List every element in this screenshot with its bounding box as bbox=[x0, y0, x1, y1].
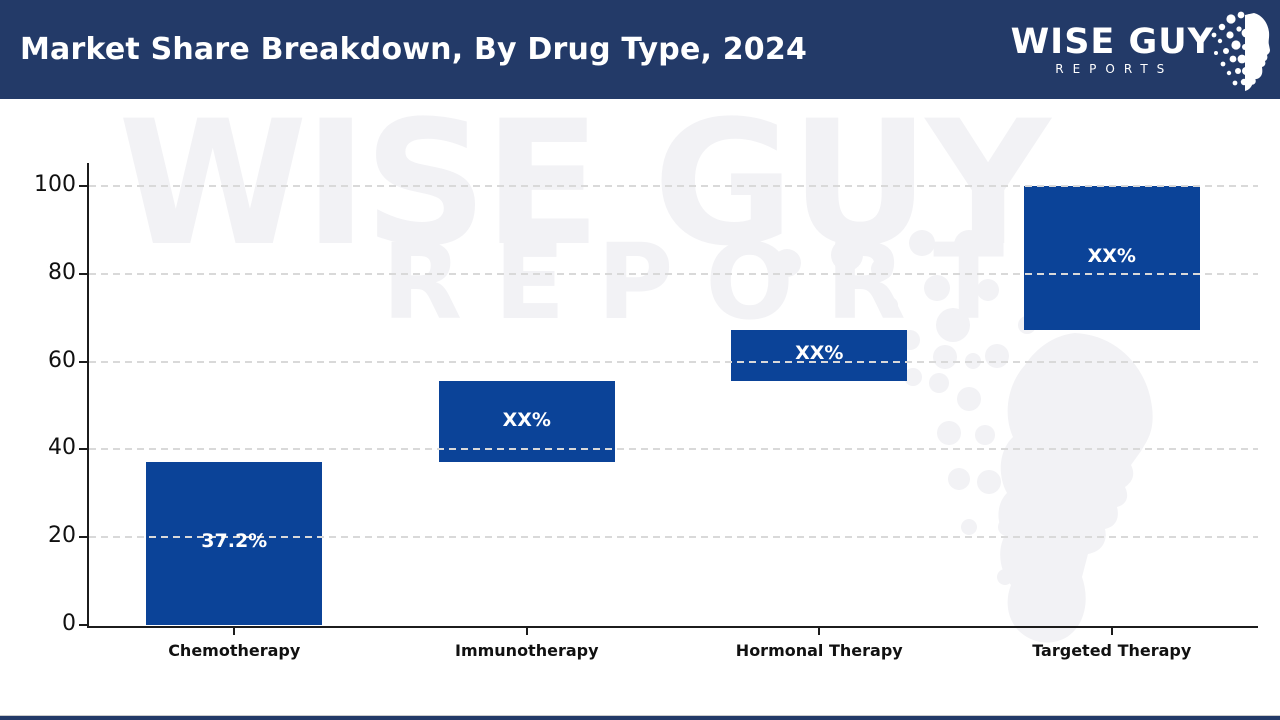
logo-subtitle: REPORTS bbox=[1055, 61, 1174, 76]
gridline-60 bbox=[89, 360, 1258, 363]
y-tick-label-20: 20 bbox=[48, 523, 76, 549]
x-tick-mark-targeted-therapy bbox=[1110, 628, 1113, 635]
logo-name: WISE GUY bbox=[1010, 21, 1214, 62]
x-tick-mark-hormonal-therapy bbox=[818, 628, 821, 635]
bar-chemotherapy bbox=[146, 461, 323, 625]
gridline-20 bbox=[89, 536, 1258, 539]
logo-text: WISE GUY REPORTS bbox=[1010, 21, 1214, 76]
x-tick-mark-immunotherapy bbox=[525, 628, 528, 635]
footer-divider bbox=[0, 715, 1280, 716]
y-tick-mark-40 bbox=[79, 448, 87, 451]
watermark-face-dots bbox=[773, 230, 1153, 643]
y-tick-mark-100 bbox=[79, 185, 87, 187]
watermark-layer: WISE GUY REPORTS bbox=[0, 83, 1280, 716]
y-tick-label-0: 0 bbox=[62, 611, 76, 636]
bar-targeted-therapy bbox=[1023, 186, 1200, 330]
x-axis-label-immunotherapy: Immunotherapy bbox=[454, 641, 599, 660]
gridline-100 bbox=[89, 185, 1258, 187]
y-tick-mark-60 bbox=[79, 360, 87, 363]
bar-hormonal-therapy bbox=[731, 329, 908, 382]
header-band: Market Share Breakdown, By Drug Type, 20… bbox=[0, 0, 1280, 99]
footer-band bbox=[0, 716, 1280, 720]
x-axis-label-targeted-therapy: Targeted Therapy bbox=[1032, 641, 1192, 660]
y-tick-label-60: 60 bbox=[48, 347, 76, 373]
x-axis-spine bbox=[87, 626, 1258, 628]
y-tick-mark-80 bbox=[79, 272, 87, 275]
wise-guy-reports-logo: WISE GUY REPORTS bbox=[1011, 9, 1280, 91]
y-tick-label-80: 80 bbox=[48, 259, 76, 285]
gridline-80 bbox=[89, 272, 1258, 275]
y-tick-mark-20 bbox=[79, 536, 87, 539]
y-tick-mark-0 bbox=[79, 624, 87, 626]
bar-immunotherapy bbox=[438, 381, 615, 462]
bar-value-label-targeted-therapy: XX% bbox=[1087, 244, 1136, 267]
y-axis-spine bbox=[87, 163, 89, 627]
y-tick-label-100: 100 bbox=[34, 172, 76, 197]
x-tick-mark-chemotherapy bbox=[233, 628, 236, 635]
bar-value-label-hormonal-therapy: XX% bbox=[795, 342, 844, 365]
watermark-text-big: WISE GUY bbox=[118, 83, 1050, 284]
bar-value-label-immunotherapy: XX% bbox=[502, 408, 551, 431]
y-tick-label-40: 40 bbox=[48, 435, 76, 461]
gridline-40 bbox=[89, 448, 1258, 451]
bar-value-label-chemotherapy: 37.2% bbox=[201, 530, 268, 553]
page-title: Market Share Breakdown, By Drug Type, 20… bbox=[20, 32, 808, 67]
x-axis-label-hormonal-therapy: Hormonal Therapy bbox=[735, 641, 903, 660]
logo-face-icon bbox=[1211, 11, 1270, 91]
x-axis-label-chemotherapy: Chemotherapy bbox=[168, 641, 301, 660]
